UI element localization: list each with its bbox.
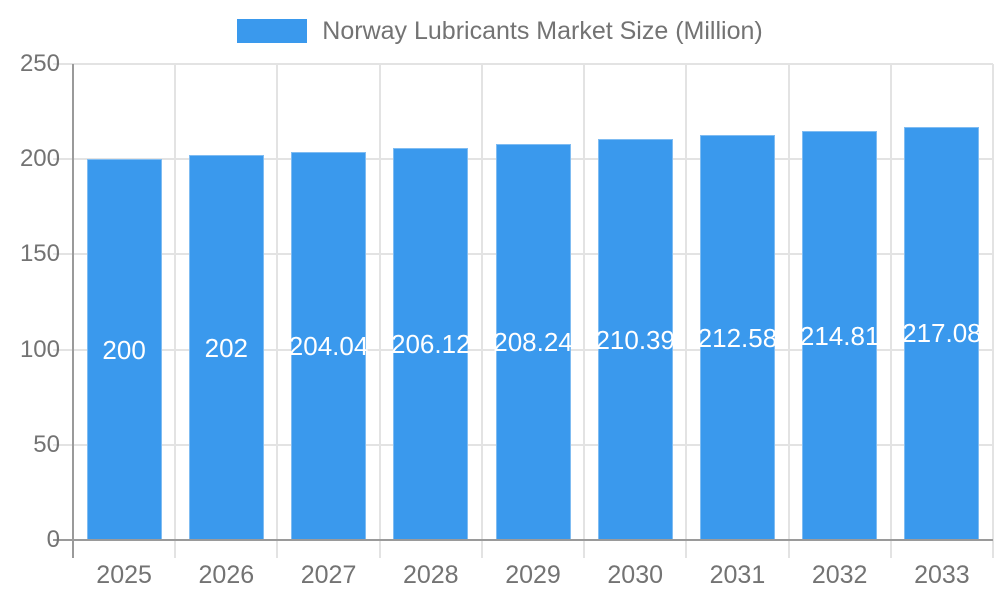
- y-axis-line: [72, 64, 74, 558]
- gridline-v-5: [583, 64, 586, 558]
- x-tick-label-2030: 2030: [607, 561, 664, 589]
- x-tick-label-2025: 2025: [96, 561, 152, 589]
- bar-2033[interactable]: [904, 126, 980, 540]
- bar-2025[interactable]: [86, 159, 162, 540]
- bar-2031[interactable]: [699, 135, 775, 540]
- x-tick-label-2031: 2031: [709, 561, 766, 589]
- y-tick-label-200: 200: [19, 145, 60, 173]
- bar-2027[interactable]: [291, 151, 367, 540]
- legend-item[interactable]: Norway Lubricants Market Size (Million): [0, 16, 1000, 46]
- bar-2028[interactable]: [393, 147, 469, 540]
- y-tick-label-250: 250: [19, 50, 60, 77]
- bar-2026[interactable]: [188, 155, 264, 540]
- bar-2032[interactable]: [802, 131, 878, 540]
- y-tick-label-150: 150: [19, 240, 60, 268]
- gridline-v-6: [685, 64, 688, 558]
- bar-2029[interactable]: [495, 143, 571, 540]
- x-tick-label-2028: 2028: [402, 561, 459, 589]
- legend-swatch-icon: [237, 19, 308, 43]
- gridline-v-7: [787, 64, 790, 558]
- gridline-v-3: [378, 64, 381, 558]
- y-tick-label-0: 0: [46, 526, 60, 553]
- x-tick-label-2026: 2026: [198, 561, 255, 589]
- x-tick-label-2032: 2032: [811, 561, 868, 589]
- bar-2030[interactable]: [597, 139, 673, 540]
- gridline-v-8: [889, 64, 892, 558]
- y-tick-label-50: 50: [33, 430, 60, 458]
- x-tick-label-2027: 2027: [300, 561, 357, 589]
- gridline-h-250: [53, 63, 993, 65]
- plot-area: 200 202 204.04 206.12 208.24 210.39 212.58 214.…: [53, 63, 994, 558]
- x-tick-label-2029: 2029: [505, 561, 561, 589]
- gridline-v-2: [276, 64, 279, 558]
- gridline-v-1: [174, 64, 177, 558]
- x-tick-label-2033: 2033: [914, 561, 970, 589]
- legend-label: Norway Lubricants Market Size (Million): [322, 17, 763, 45]
- gridline-v-4: [480, 64, 483, 558]
- gridline-v-9: [992, 64, 994, 558]
- y-tick-label-100: 100: [19, 335, 60, 363]
